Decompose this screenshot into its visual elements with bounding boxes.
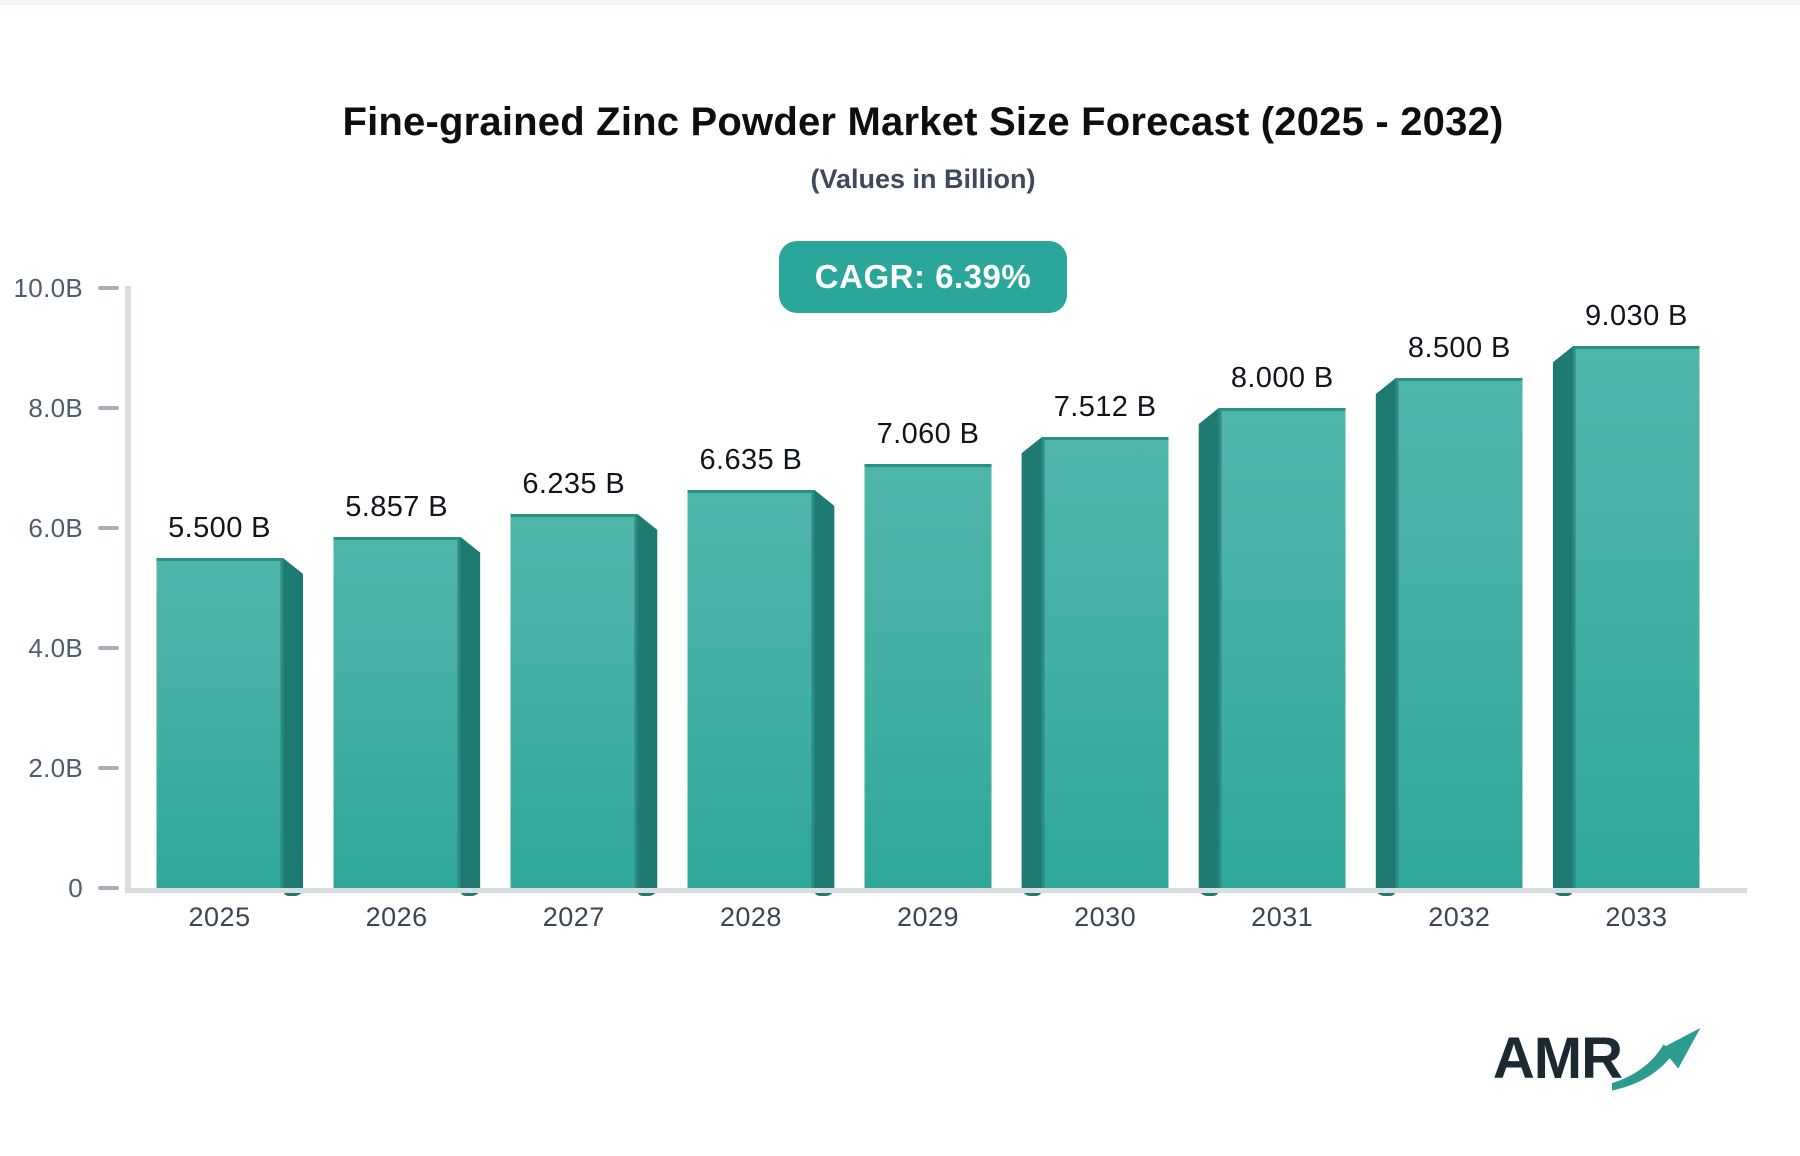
y-axis-tick-mark xyxy=(98,406,119,410)
y-axis-tick: 0 xyxy=(0,875,119,901)
bar-side-face xyxy=(1021,437,1042,896)
bar-value-label: 7.512 B xyxy=(1053,391,1157,424)
bar-2031[interactable] xyxy=(1198,408,1346,896)
bar-value-label: 7.060 B xyxy=(876,418,980,451)
plot-area: 10.0B 8.0B 6.0B 4.0B 2.0B 0 5.500 B 2025 5.857 … xyxy=(14,275,1747,932)
bar-value-label: 9.030 B xyxy=(1585,300,1688,333)
bar-value-label: 8.500 B xyxy=(1407,332,1511,364)
bar-side-face xyxy=(1375,378,1396,896)
y-axis-tick-label: 2.0B xyxy=(28,753,83,783)
y-axis-tick: 4.0B xyxy=(0,635,119,661)
x-axis-line xyxy=(125,888,1747,893)
y-axis-tick-mark xyxy=(98,766,119,770)
bar-2029[interactable] xyxy=(864,464,992,888)
y-axis-tick: 6.0B xyxy=(0,515,119,541)
y-axis-tick-label: 6.0B xyxy=(28,513,83,543)
bar-slot-2025: 5.500 B 2025 xyxy=(131,288,308,932)
x-axis-label: 2029 xyxy=(896,902,960,932)
bar-2030[interactable] xyxy=(1021,437,1169,896)
bar-value-label: 5.500 B xyxy=(168,512,271,544)
bar-value-label: 8.000 B xyxy=(1230,362,1334,394)
bar-slot-2032: 8.500 B 2032 xyxy=(1371,288,1548,932)
bar-2028[interactable] xyxy=(687,489,835,896)
bar-side-face xyxy=(283,558,304,896)
x-axis-label: 2026 xyxy=(365,902,428,932)
bar-2025[interactable] xyxy=(156,558,304,896)
chart-header: Fine-grained Zinc Powder Market Size For… xyxy=(46,0,1800,313)
y-axis-tick-label: 4.0B xyxy=(28,633,83,663)
y-axis-tick-label: 8.0B xyxy=(28,393,83,423)
y-axis-tick-label: 10.0B xyxy=(13,273,83,303)
growth-arrow-icon xyxy=(1612,1027,1701,1091)
bar-value-label: 6.235 B xyxy=(522,467,626,500)
y-axis-tick: 8.0B xyxy=(0,395,119,421)
x-axis-label: 2031 xyxy=(1251,902,1314,932)
bar-2033[interactable] xyxy=(1552,346,1700,896)
y-axis-line xyxy=(125,286,131,888)
bar-slot-2026: 5.857 B 2026 xyxy=(308,288,485,932)
y-axis-tick-mark xyxy=(98,886,119,890)
bar-side-face xyxy=(814,489,835,896)
bar-value-label: 6.635 B xyxy=(699,443,803,476)
bar-side-face xyxy=(1198,408,1219,896)
bars-container: 5.500 B 2025 5.857 B 2026 6.235 B 2027 6.635 B… xyxy=(131,288,1725,932)
y-axis-tick-label: 0 xyxy=(68,873,83,903)
chart-subtitle: (Values in Billion) xyxy=(810,164,1036,194)
amr-logo[interactable]: AMR xyxy=(1492,1022,1704,1091)
window-top-strip xyxy=(0,0,1800,5)
y-axis-tick: 2.0B xyxy=(0,755,119,781)
bar-2032[interactable] xyxy=(1375,378,1523,896)
bar-2026[interactable] xyxy=(333,536,481,896)
bar-slot-2027: 6.235 B 2027 xyxy=(485,288,662,932)
bar-slot-2029: 7.060 B 2029 xyxy=(839,288,1016,932)
y-axis-tick: 10.0B xyxy=(0,275,119,301)
bar-slot-2033: 9.030 B 2033 xyxy=(1548,288,1725,932)
bar-side-face xyxy=(460,536,481,896)
bar-slot-2031: 8.000 B 2031 xyxy=(1194,288,1371,932)
bar-slot-2030: 7.512 B 2030 xyxy=(1017,288,1194,932)
x-axis-label: 2027 xyxy=(542,902,605,932)
bar-side-face xyxy=(1552,346,1573,896)
x-axis-label: 2030 xyxy=(1074,902,1137,932)
y-axis-tick-mark xyxy=(98,286,119,290)
y-axis-tick-mark xyxy=(98,646,119,650)
bar-side-face xyxy=(637,513,658,896)
bar-slot-2028: 6.635 B 2028 xyxy=(662,288,839,932)
bar-value-label: 5.857 B xyxy=(345,490,449,523)
x-axis-label: 2033 xyxy=(1605,902,1668,932)
x-axis-label: 2028 xyxy=(719,902,782,932)
amr-logo-text: AMR xyxy=(1492,1026,1623,1091)
chart-title: Fine-grained Zinc Powder Market Size For… xyxy=(342,100,1504,144)
bar-2027[interactable] xyxy=(510,513,658,896)
y-axis-tick-mark xyxy=(98,526,119,530)
x-axis-label: 2032 xyxy=(1428,902,1491,932)
x-axis-label: 2025 xyxy=(188,902,251,932)
cagr-badge: CAGR: 6.39% xyxy=(778,241,1068,313)
